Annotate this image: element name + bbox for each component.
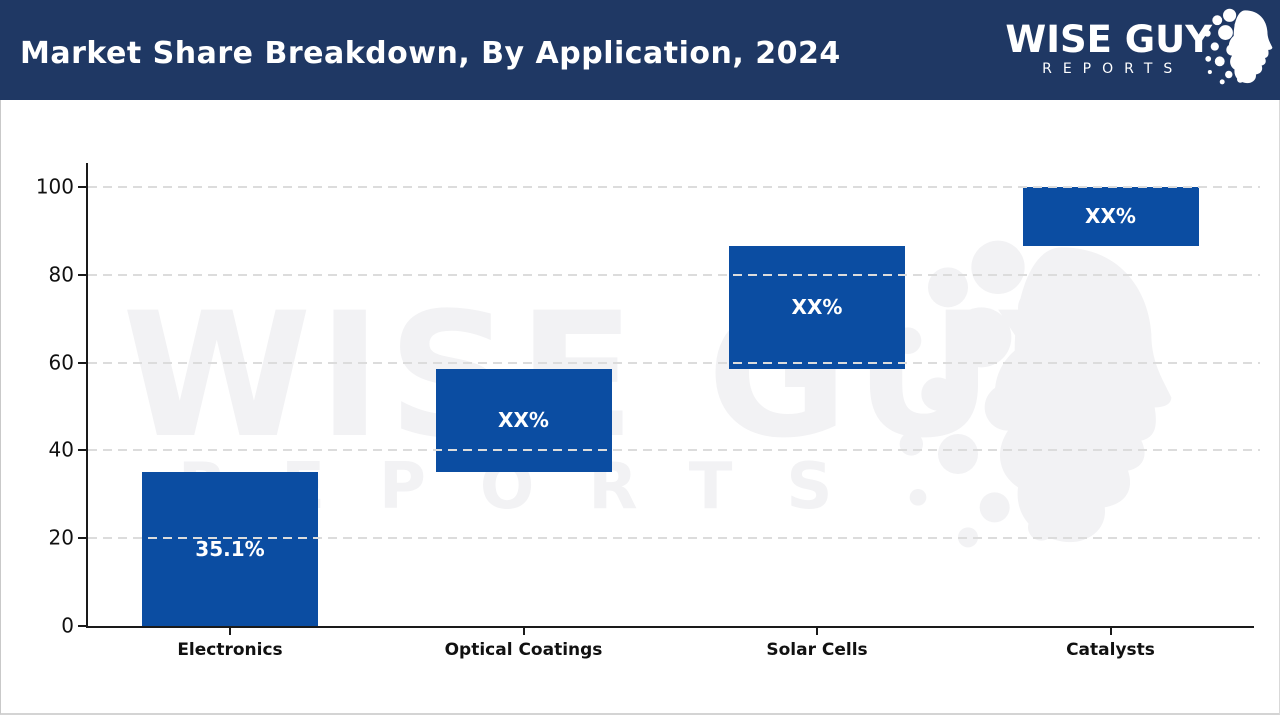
y-tick bbox=[78, 625, 88, 627]
y-tick-label: 40 bbox=[48, 437, 74, 462]
x-axis-spine bbox=[86, 626, 1254, 628]
x-tick bbox=[229, 626, 231, 635]
bar-catalysts bbox=[1022, 187, 1199, 246]
watermark-text-line1: WISE GUY bbox=[122, 275, 1131, 476]
bar-value-label: XX% bbox=[791, 295, 843, 320]
wiseguy-logo: WISE GUY REPORTS bbox=[1005, 6, 1274, 92]
gridline-60 bbox=[88, 361, 1260, 364]
wiseguy-face-icon bbox=[1200, 6, 1274, 92]
x-tick-label: Optical Coatings bbox=[444, 640, 603, 660]
bar-solar-cells bbox=[729, 245, 905, 369]
x-tick-label: Solar Cells bbox=[766, 640, 868, 660]
y-axis-spine bbox=[86, 163, 88, 628]
watermark-face-icon bbox=[878, 228, 1178, 580]
y-tick bbox=[78, 537, 88, 540]
bar-optical-coatings bbox=[435, 368, 612, 472]
x-tick-label: Catalysts bbox=[1066, 640, 1155, 660]
y-tick bbox=[78, 273, 88, 276]
x-tick-label: Electronics bbox=[177, 640, 283, 660]
gridline-100 bbox=[88, 186, 1260, 188]
logo-text: WISE GUY REPORTS bbox=[1005, 21, 1212, 77]
gridline-20 bbox=[88, 537, 1260, 540]
x-tick bbox=[816, 626, 818, 635]
logo-line1: WISE GUY bbox=[1005, 18, 1212, 61]
y-tick bbox=[78, 449, 88, 452]
page-title: Market Share Breakdown, By Application, … bbox=[20, 36, 841, 71]
y-tick-label: 20 bbox=[48, 525, 74, 550]
gridline-80 bbox=[88, 273, 1260, 276]
x-tick bbox=[522, 626, 525, 635]
bar-electronics bbox=[142, 471, 318, 626]
gridline-40 bbox=[88, 449, 1260, 452]
logo-line2: REPORTS bbox=[1042, 61, 1184, 77]
x-tick bbox=[1109, 626, 1112, 635]
bar-value-label: XX% bbox=[498, 408, 549, 433]
bar-value-label: XX% bbox=[1085, 204, 1136, 229]
bar-value-label: 35.1% bbox=[195, 536, 265, 561]
y-tick-label: 60 bbox=[48, 350, 74, 375]
y-tick-label: 0 bbox=[61, 613, 74, 638]
y-tick-label: 80 bbox=[48, 262, 74, 287]
header-bar: Market Share Breakdown, By Application, … bbox=[0, 0, 1280, 100]
y-tick bbox=[78, 186, 88, 188]
y-tick bbox=[78, 361, 88, 364]
y-tick-label: 100 bbox=[35, 174, 74, 199]
